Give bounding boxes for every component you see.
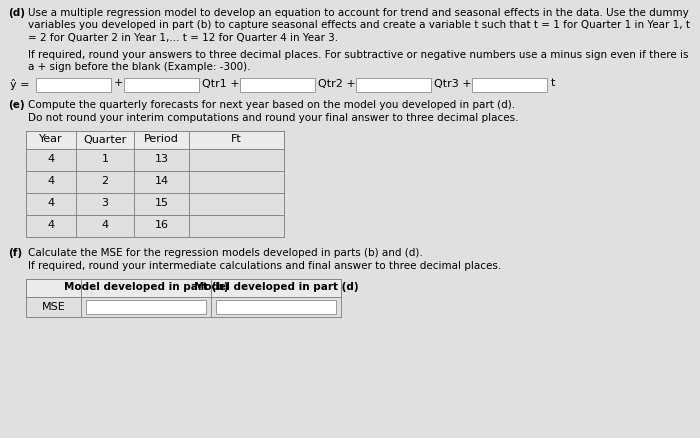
Text: 4: 4 [48, 177, 55, 187]
Text: 16: 16 [155, 220, 169, 230]
Text: Period: Period [144, 134, 179, 145]
Text: 3: 3 [102, 198, 108, 208]
Bar [26, 279, 341, 297]
Text: Qtr2 +: Qtr2 + [318, 78, 356, 88]
Text: 15: 15 [155, 198, 169, 208]
Bar [86, 300, 206, 314]
Bar [26, 131, 284, 148]
Text: ŷ =: ŷ = [10, 78, 29, 89]
Text: t: t [551, 78, 555, 88]
Text: Do not round your interim computations and round your final answer to three deci: Do not round your interim computations a… [28, 113, 519, 123]
Text: Qtr3 +: Qtr3 + [434, 78, 472, 88]
Text: 4: 4 [48, 198, 55, 208]
Text: Calculate the MSE for the regression models developed in parts (b) and (d).: Calculate the MSE for the regression mod… [28, 248, 423, 258]
Text: 4: 4 [48, 220, 55, 230]
Text: (d): (d) [8, 8, 25, 18]
Text: Compute the quarterly forecasts for next year based on the model you developed i: Compute the quarterly forecasts for next… [28, 100, 515, 110]
Text: variables you developed in part (b) to capture seasonal effects and create a var: variables you developed in part (b) to c… [28, 21, 690, 31]
Text: Year: Year [39, 134, 63, 145]
Text: Qtr1 +: Qtr1 + [202, 78, 239, 88]
Bar [356, 78, 431, 92]
Text: (e): (e) [8, 100, 25, 110]
Text: Ft: Ft [231, 134, 242, 145]
Text: Use a multiple regression model to develop an equation to account for trend and : Use a multiple regression model to devel… [28, 8, 689, 18]
Text: 14: 14 [155, 177, 169, 187]
Bar [472, 78, 547, 92]
Text: 4: 4 [48, 155, 55, 165]
Text: a + sign before the blank (Example: -300).: a + sign before the blank (Example: -300… [28, 62, 251, 72]
Text: 4: 4 [102, 220, 108, 230]
Text: = 2 for Quarter 2 in Year 1,... t = 12 for Quarter 4 in Year 3.: = 2 for Quarter 2 in Year 1,... t = 12 f… [28, 33, 338, 43]
Text: (f): (f) [8, 248, 22, 258]
Bar [216, 300, 336, 314]
Text: If required, round your intermediate calculations and final answer to three deci: If required, round your intermediate cal… [28, 261, 501, 271]
Text: Model developed in part (b): Model developed in part (b) [64, 283, 228, 293]
Text: 13: 13 [155, 155, 169, 165]
Bar [36, 78, 111, 92]
Text: +: + [114, 78, 123, 88]
Text: Quarter: Quarter [83, 134, 127, 145]
Bar [240, 78, 315, 92]
Bar [124, 78, 199, 92]
Text: MSE: MSE [41, 301, 65, 311]
Text: Model developed in part (d): Model developed in part (d) [194, 283, 358, 293]
Text: 2: 2 [102, 177, 108, 187]
Text: 1: 1 [102, 155, 108, 165]
Text: If required, round your answers to three decimal places. For subtractive or nega: If required, round your answers to three… [28, 49, 689, 60]
